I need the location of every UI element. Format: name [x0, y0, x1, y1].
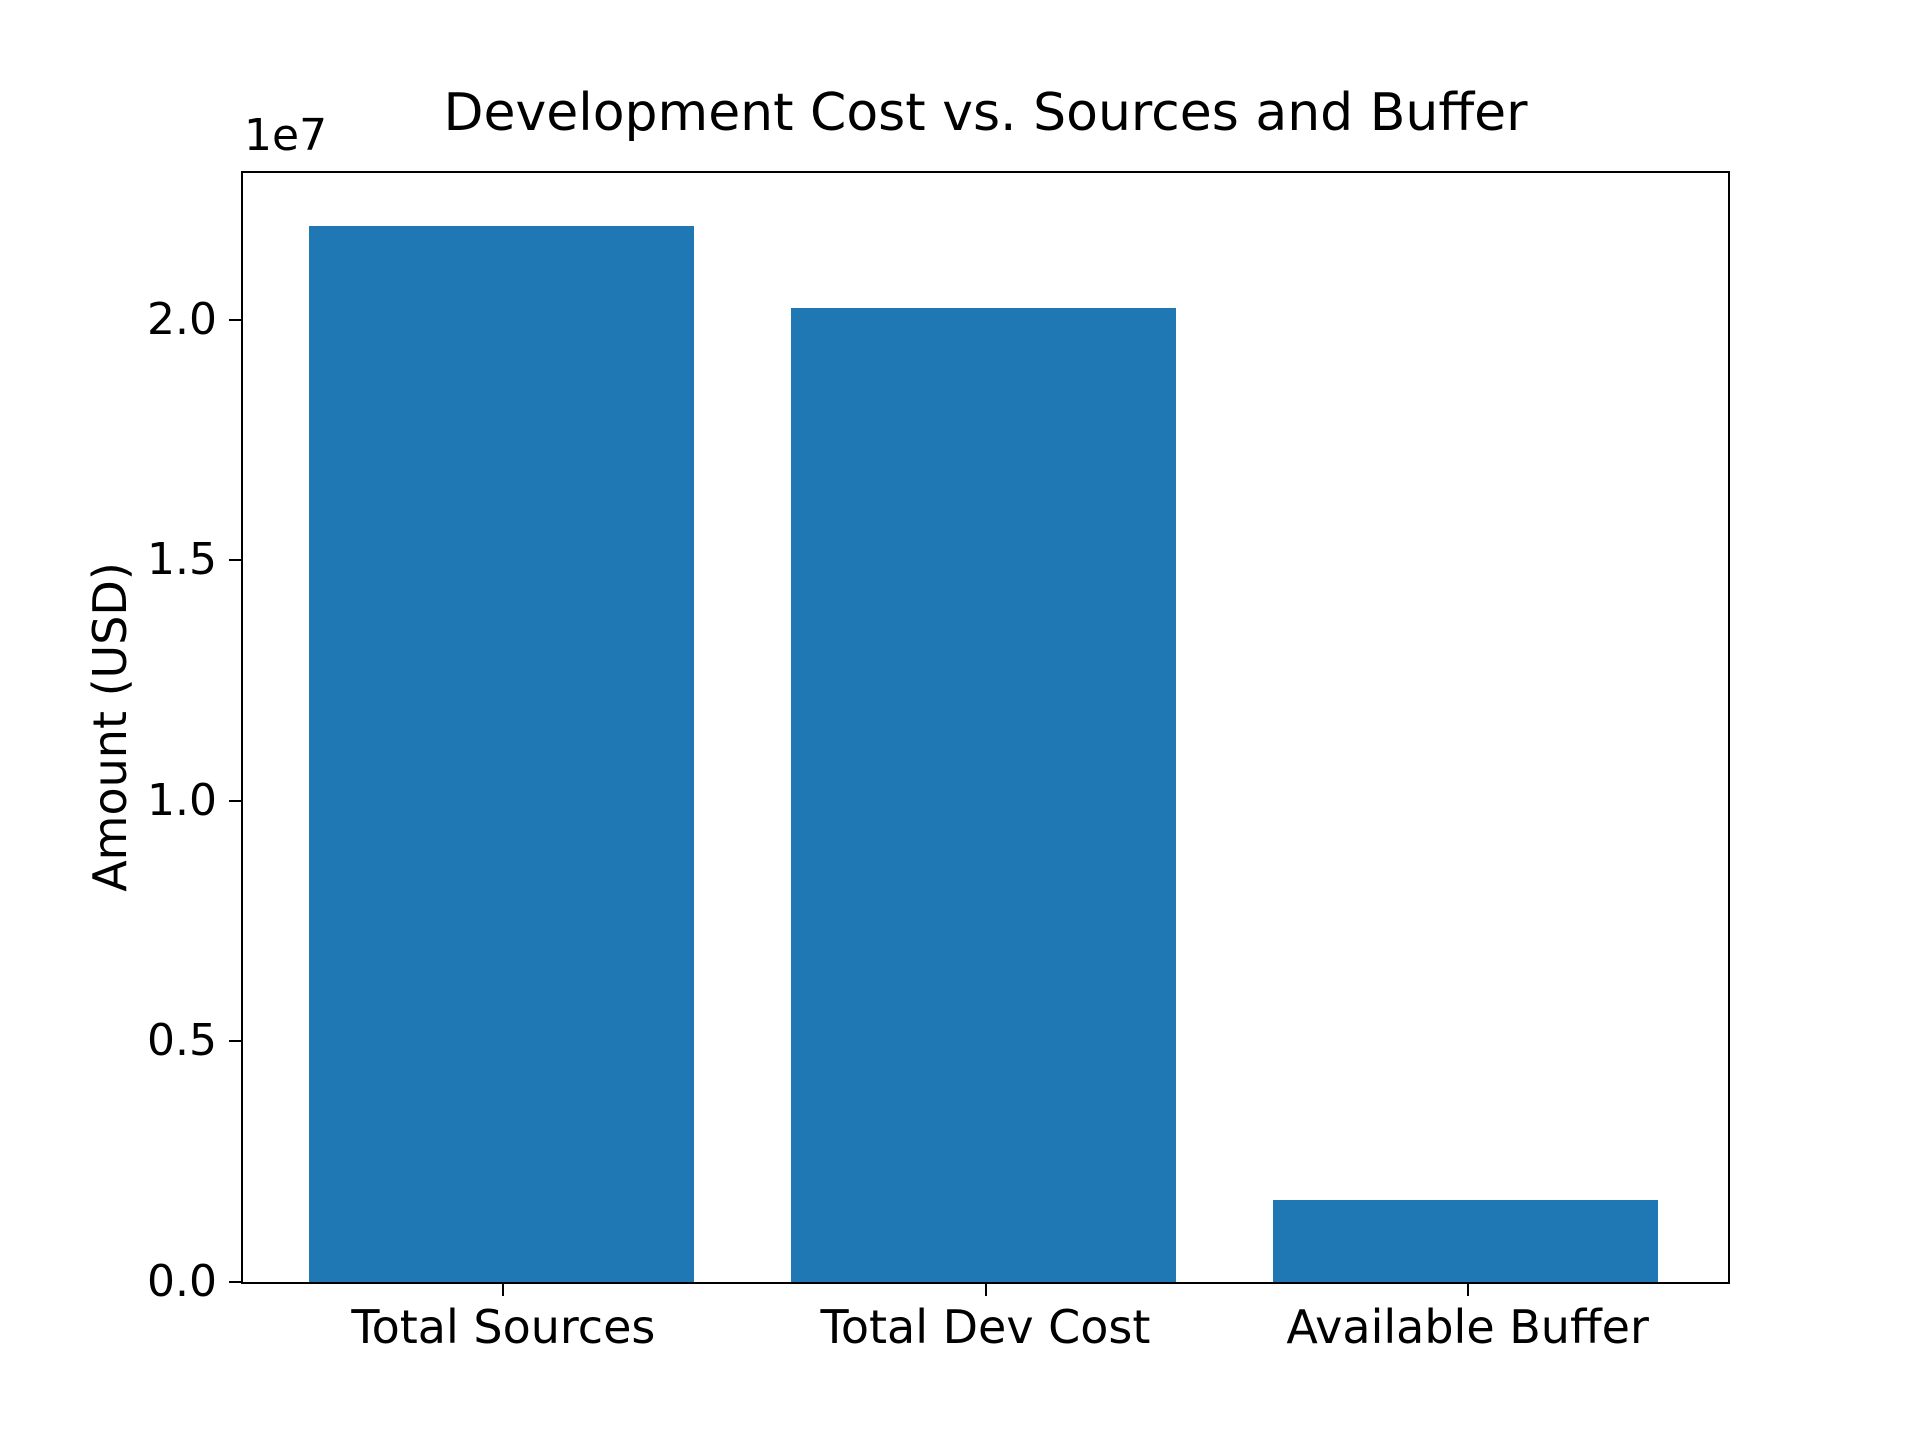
- chart-title: Development Cost vs. Sources and Buffer: [443, 83, 1528, 143]
- y-tick-mark: [229, 799, 241, 802]
- x-tick-mark: [502, 1284, 505, 1296]
- x-tick-label-total-sources: Total Sources: [351, 1300, 656, 1354]
- y-tick-label-0-5: 0.5: [147, 1015, 217, 1067]
- bar-total-sources: [308, 225, 695, 1282]
- bar-available-buffer: [1272, 1200, 1659, 1282]
- y-axis-label: Amount (USD): [83, 562, 137, 892]
- bar-total-dev-cost: [790, 307, 1177, 1282]
- y-tick-mark: [229, 1040, 241, 1043]
- plot-area: [241, 171, 1730, 1284]
- x-tick-mark: [984, 1284, 987, 1296]
- y-tick-mark: [229, 559, 241, 562]
- y-tick-mark: [229, 318, 241, 321]
- x-tick-label-available-buffer: Available Buffer: [1286, 1300, 1649, 1354]
- y-tick-label-1-5: 1.5: [147, 534, 217, 586]
- y-axis-offset-label: 1e7: [244, 110, 328, 161]
- y-tick-label-0-0: 0.0: [147, 1256, 217, 1307]
- x-tick-label-total-dev-cost: Total Dev Cost: [820, 1300, 1151, 1354]
- y-tick-label-2-0: 2.0: [147, 293, 217, 345]
- x-tick-mark: [1466, 1284, 1469, 1296]
- y-tick-mark: [229, 1281, 241, 1283]
- y-tick-label-1-0: 1.0: [147, 774, 217, 826]
